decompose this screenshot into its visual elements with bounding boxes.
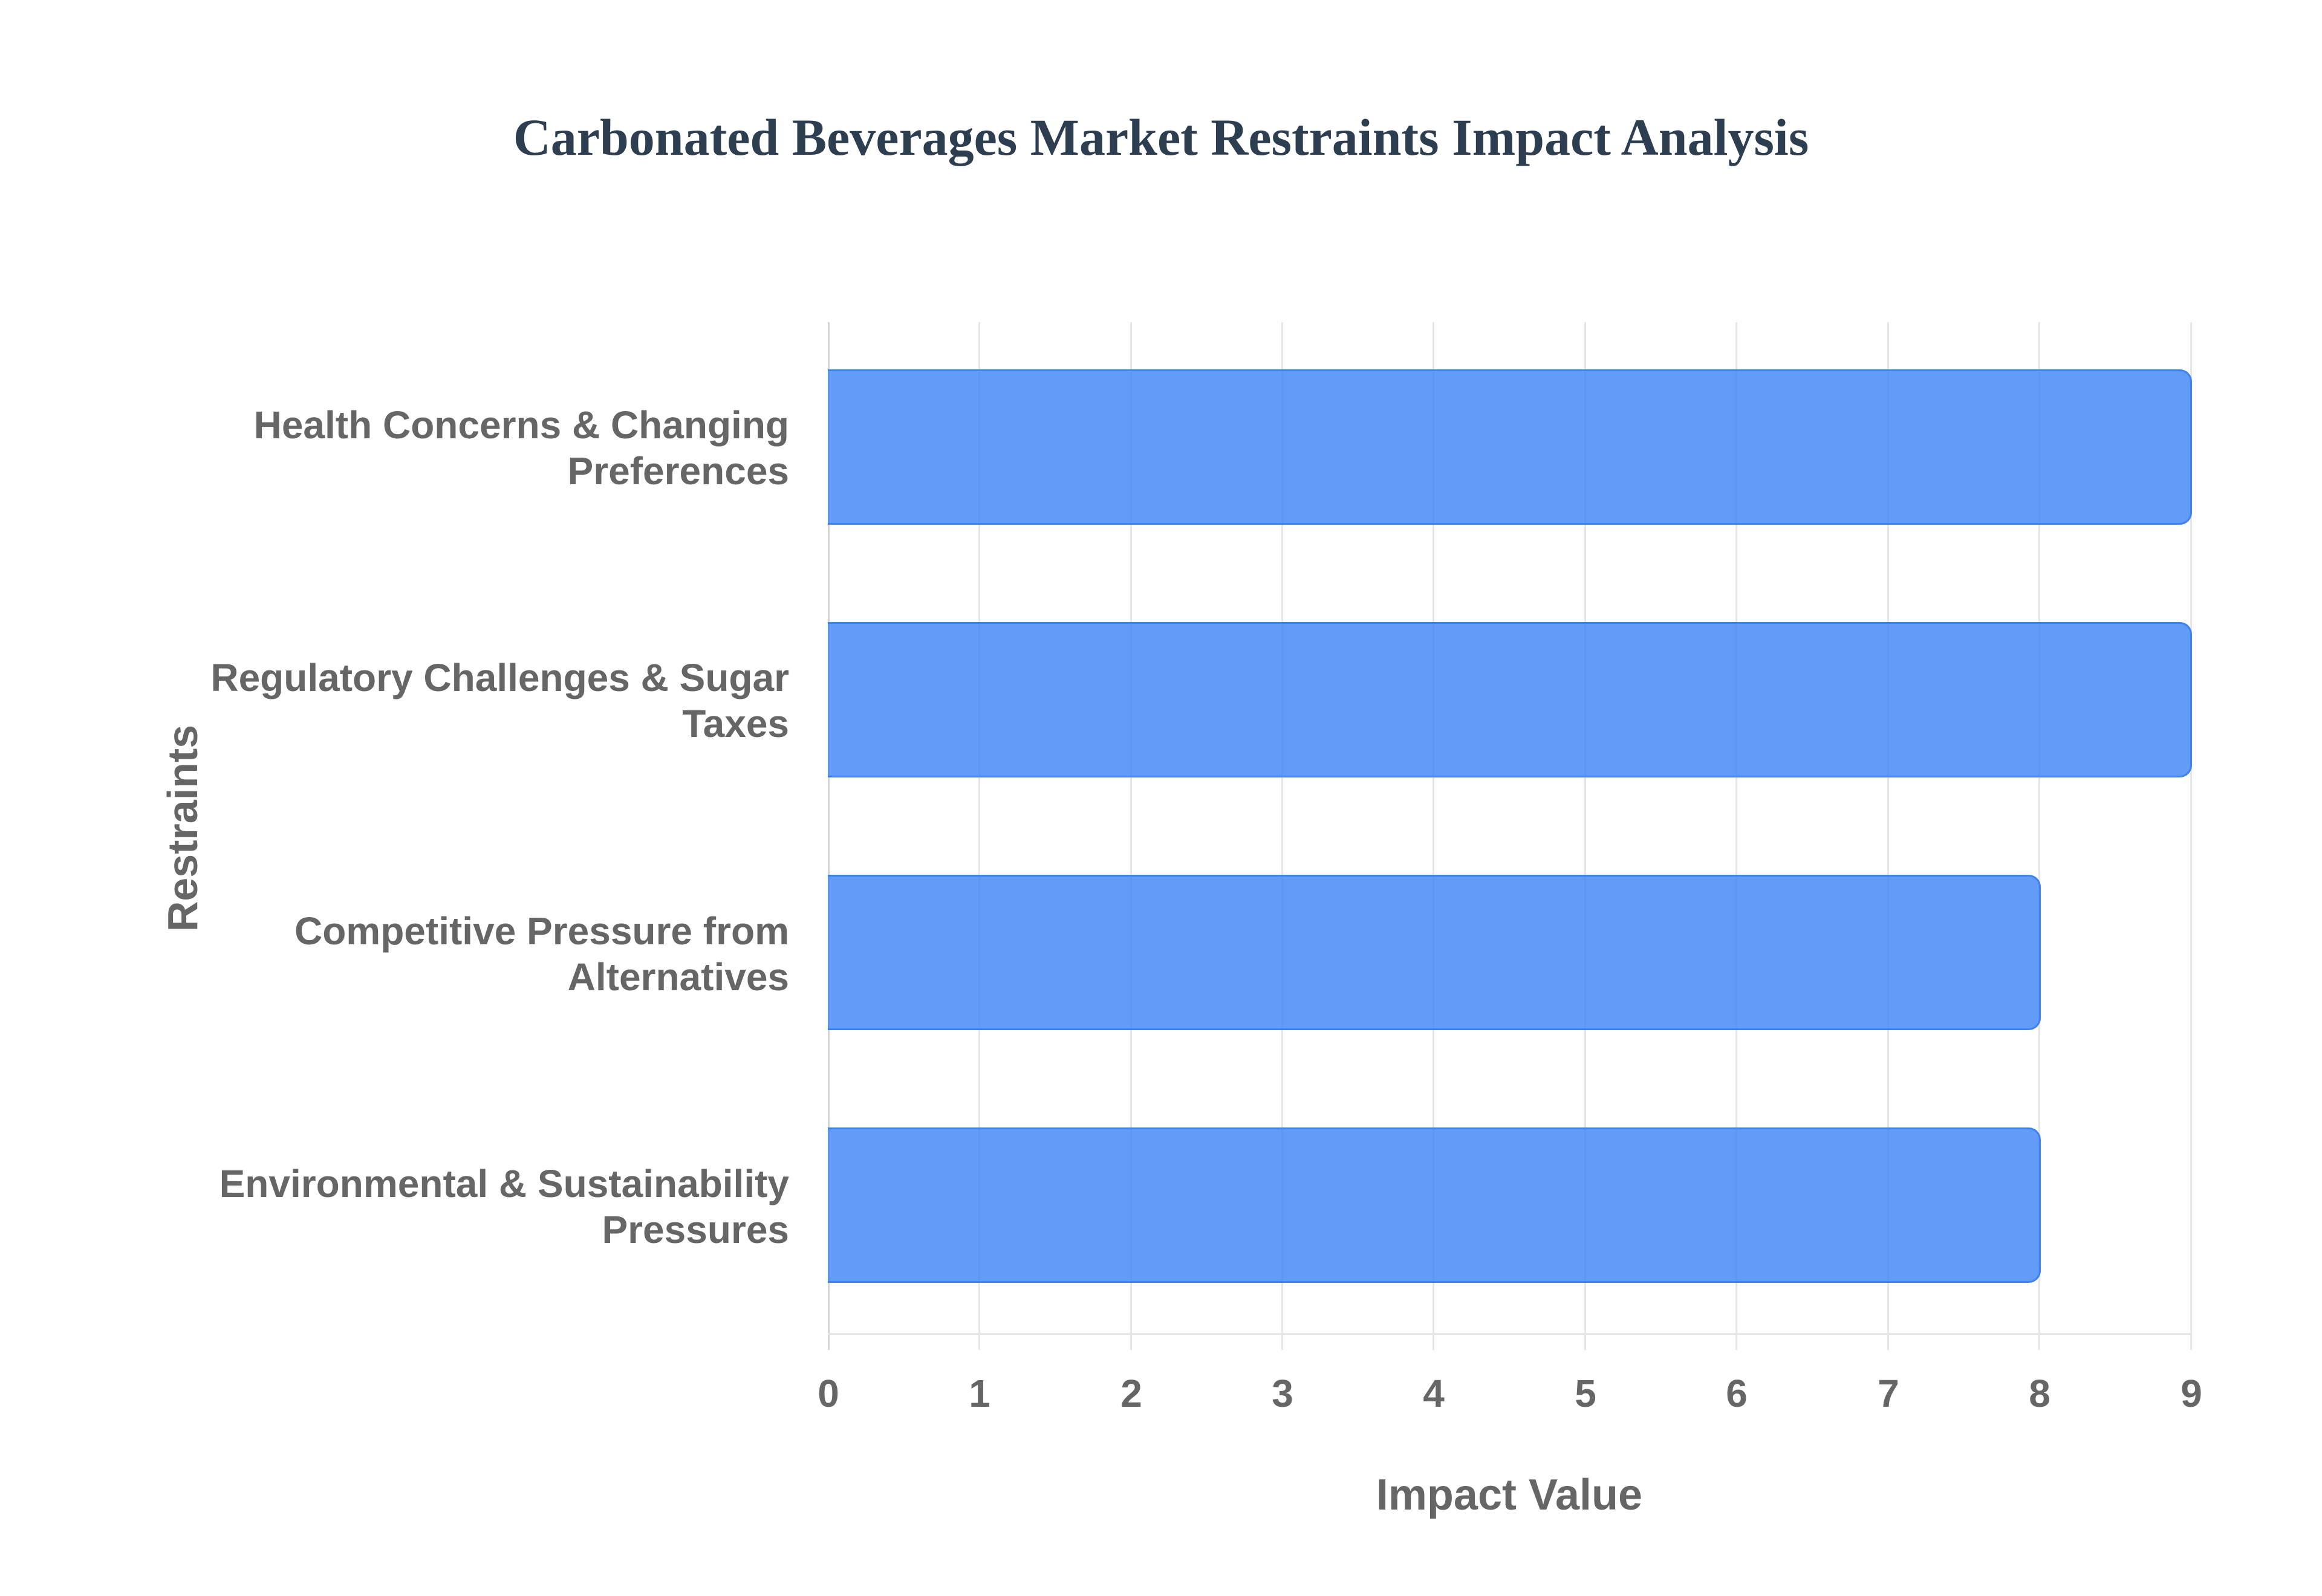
bar[interactable]	[828, 1127, 2041, 1283]
category-label: Health Concerns & Changing Preferences	[181, 402, 789, 494]
x-tick-label: 8	[2029, 1372, 2050, 1415]
x-tick-label: 2	[1120, 1372, 1142, 1415]
bar[interactable]	[828, 875, 2041, 1030]
x-axis-line	[828, 1333, 2192, 1335]
bar[interactable]	[828, 369, 2192, 525]
gridline	[978, 322, 980, 1350]
gridline	[2190, 322, 2192, 1350]
category-label: Regulatory Challenges & Sugar Taxes	[181, 655, 789, 747]
category-label-line: Alternatives	[567, 955, 789, 999]
x-tick-label: 4	[1423, 1372, 1445, 1415]
category-label-line: Taxes	[682, 702, 789, 745]
x-tick-label: 9	[2181, 1372, 2202, 1415]
gridline	[1584, 322, 1586, 1350]
category-label-line: Preferences	[567, 449, 789, 493]
category-label-line: Environmental & Sustainability	[219, 1162, 789, 1205]
gridline	[2038, 322, 2040, 1350]
gridline	[1735, 322, 1737, 1350]
category-label-line: Health Concerns & Changing	[253, 403, 789, 447]
gridline	[1433, 322, 1434, 1350]
x-tick-label: 7	[1878, 1372, 1899, 1415]
chart-title: Carbonated Beverages Market Restraints I…	[513, 108, 1809, 166]
x-tick-label: 6	[1726, 1372, 1748, 1415]
category-label-line: Competitive Pressure from	[294, 909, 789, 953]
x-axis-title: Impact Value	[1376, 1471, 1643, 1519]
category-label-line: Pressures	[602, 1208, 789, 1251]
x-tick-label: 0	[818, 1372, 839, 1415]
x-tick-label: 5	[1575, 1372, 1596, 1415]
category-label: Environmental & Sustainability Pressures	[181, 1161, 789, 1253]
category-label-line: Regulatory Challenges & Sugar	[210, 656, 789, 699]
gridline	[1130, 322, 1132, 1350]
bar[interactable]	[828, 622, 2192, 777]
y-axis-title: Restraints	[159, 724, 206, 932]
gridline	[1281, 322, 1283, 1350]
x-tick-label: 3	[1272, 1372, 1293, 1415]
x-tick-label: 1	[969, 1372, 990, 1415]
plot-area	[828, 322, 2192, 1350]
gridline	[1887, 322, 1889, 1350]
gridline	[828, 322, 830, 1350]
category-label: Competitive Pressure from Alternatives	[181, 908, 789, 1000]
